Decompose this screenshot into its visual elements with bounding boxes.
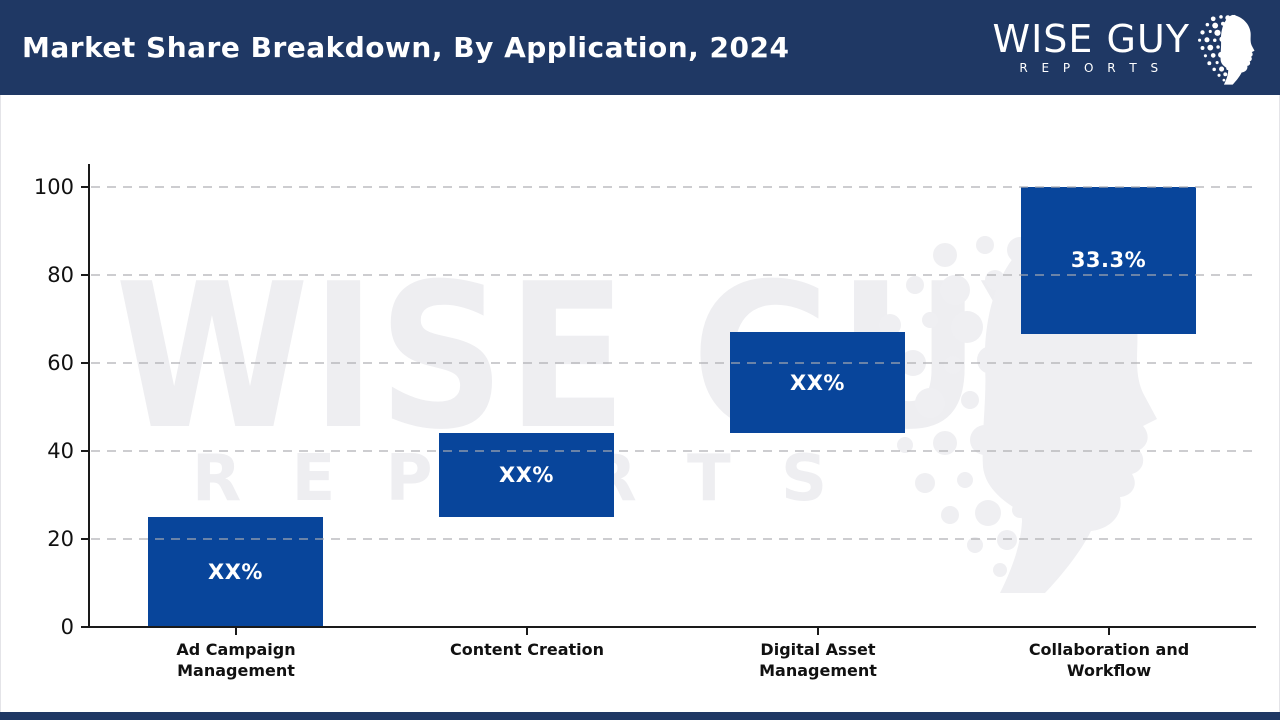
brand-logo-text: WISE GUY R E P O R T S xyxy=(992,17,1190,75)
y-tick-mark xyxy=(81,362,88,364)
x-tick-mark xyxy=(817,628,819,635)
y-tick-label: 60 xyxy=(47,351,74,375)
x-category-label: Content Creation xyxy=(449,640,605,659)
bar-content-creation: XX% xyxy=(439,433,614,517)
brand-tagline: R E P O R T S xyxy=(1019,60,1164,75)
x-tick-mark xyxy=(526,628,528,635)
y-tick-mark xyxy=(81,274,88,276)
x-category-label: Collaboration and Workflow xyxy=(1028,640,1190,680)
bar-collaboration-and-workflow: 33.3% xyxy=(1021,187,1196,334)
y-tick-label: 0 xyxy=(60,615,74,639)
bar-digital-asset-management: XX% xyxy=(730,332,905,434)
x-tick-mark xyxy=(1108,628,1110,635)
grid-line xyxy=(91,274,1254,276)
y-tick-mark xyxy=(81,538,88,540)
y-tick-mark xyxy=(81,186,88,188)
brand-logo: WISE GUY R E P O R T S xyxy=(993,7,1258,89)
x-axis-spine xyxy=(88,626,1256,628)
y-tick-mark xyxy=(81,626,88,628)
x-tick-mark xyxy=(235,628,237,635)
x-category-label: Ad Campaign Management xyxy=(176,640,296,680)
grid-line xyxy=(91,186,1254,188)
brand-name: WISE GUY xyxy=(992,17,1190,62)
y-tick-label: 40 xyxy=(47,439,74,463)
header-bar: Market Share Breakdown, By Application, … xyxy=(0,0,1280,95)
grid-line xyxy=(91,538,1254,540)
footer-strip xyxy=(0,712,1280,720)
grid-line xyxy=(91,450,1254,452)
bar-value-label: XX% xyxy=(208,560,263,584)
bar-value-label: 33.3% xyxy=(1070,248,1147,273)
x-category-label: Digital Asset Management xyxy=(759,640,877,680)
grid-line xyxy=(91,362,1254,364)
y-tick-mark xyxy=(81,450,88,452)
bar-ad-campaign-management: XX% xyxy=(148,517,323,627)
brand-face-icon xyxy=(1198,14,1255,85)
bar-value-label: XX% xyxy=(499,463,554,488)
chart-title: Market Share Breakdown, By Application, … xyxy=(22,31,790,64)
y-tick-label: 20 xyxy=(47,527,74,551)
y-axis-spine xyxy=(88,164,90,628)
bar-value-label: XX% xyxy=(790,370,845,395)
y-tick-label: 80 xyxy=(47,263,74,287)
y-tick-label: 100 xyxy=(33,175,74,199)
